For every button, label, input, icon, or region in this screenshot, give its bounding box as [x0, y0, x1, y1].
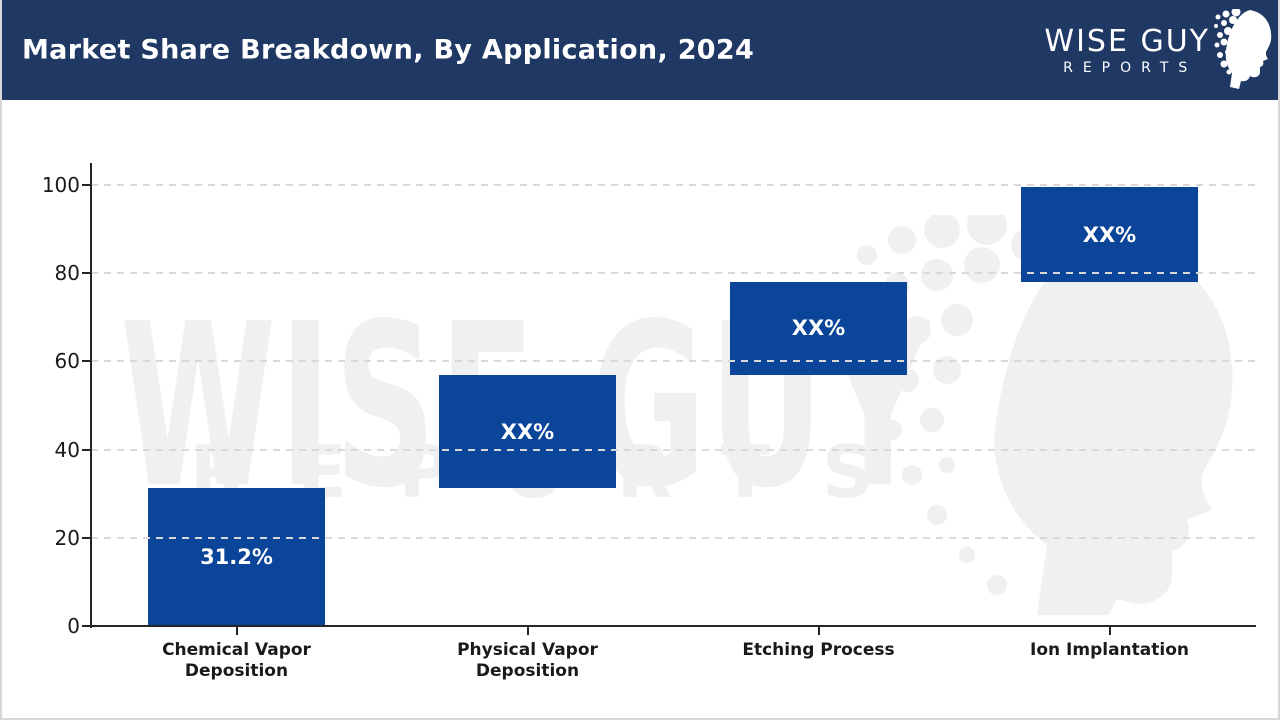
bar-value-label: XX%: [1082, 222, 1137, 247]
y-axis-tick: [82, 272, 91, 275]
x-category-label: Physical Vapor Deposition: [457, 640, 598, 681]
gridline: [91, 184, 1255, 186]
logo-subtitle: REPORTS: [1063, 59, 1198, 76]
x-axis-tick: [817, 626, 820, 635]
gridline: [91, 536, 1255, 539]
bar: [148, 488, 325, 626]
x-axis-line: [90, 625, 1256, 627]
x-category-label: Chemical Vapor Deposition: [162, 640, 311, 681]
gridline: [91, 448, 1255, 451]
bar: [439, 374, 616, 489]
bar-value-label: XX%: [500, 419, 555, 444]
page-title: Market Share Breakdown, By Application, …: [22, 34, 755, 66]
y-axis-tick-label: 100: [41, 173, 80, 197]
brand-logo: WISE GUY REPORTS: [1044, 6, 1274, 94]
x-category-label: Etching Process: [742, 640, 895, 660]
x-axis-tick: [1108, 626, 1111, 635]
y-axis-tick: [82, 625, 91, 627]
bar: [730, 282, 907, 375]
y-axis-tick-label: 0: [67, 614, 80, 638]
logo-face-icon: [1214, 9, 1272, 89]
y-axis-tick: [82, 184, 91, 186]
x-axis-tick: [235, 626, 238, 635]
logo-wordmark: WISE GUY: [1044, 23, 1210, 59]
header-bar: Market Share Breakdown, By Application, …: [2, 0, 1278, 100]
y-axis-line: [90, 163, 92, 628]
y-axis-tick-label: 40: [54, 437, 80, 462]
y-axis-tick: [82, 360, 91, 363]
y-axis-tick-label: 20: [54, 525, 80, 550]
gridline: [91, 360, 1255, 363]
x-axis-tick: [526, 626, 529, 635]
y-axis-tick: [82, 536, 91, 539]
bar-value-label: XX%: [791, 316, 846, 341]
bar-value-label: 31.2%: [200, 545, 273, 570]
logo-text: WISE GUY REPORTS: [1044, 25, 1210, 76]
y-axis-tick: [82, 448, 91, 451]
x-category-label: Ion Implantation: [1030, 640, 1189, 660]
y-axis-tick-label: 60: [54, 349, 80, 374]
y-axis-tick-label: 80: [54, 261, 80, 286]
gridline: [91, 272, 1255, 275]
